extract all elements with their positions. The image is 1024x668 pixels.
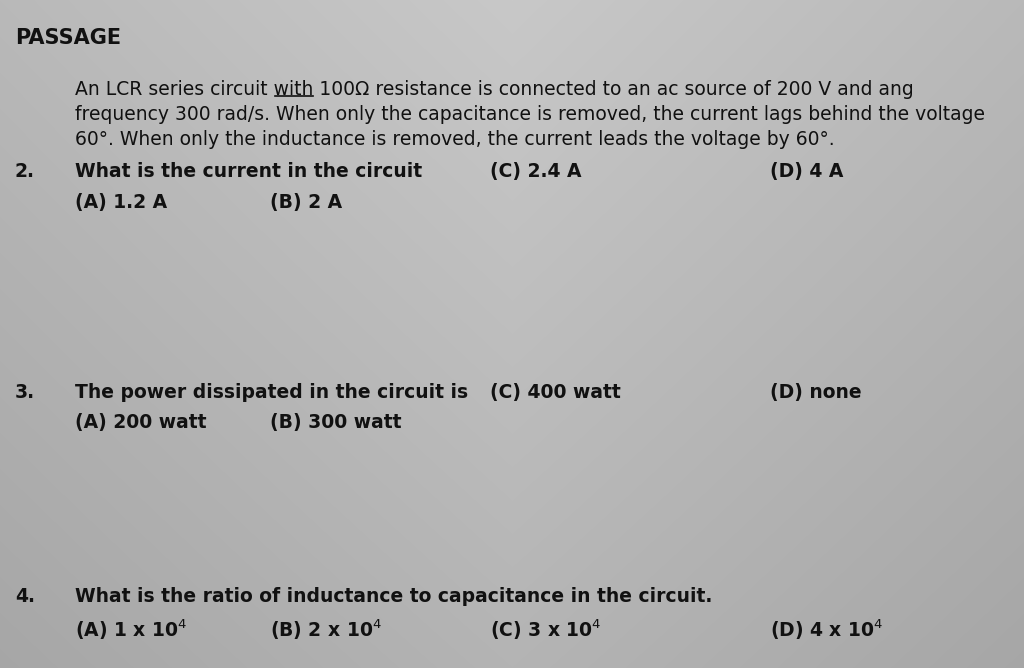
Text: The power dissipated in the circuit is: The power dissipated in the circuit is <box>75 383 468 402</box>
Text: (C) 400 watt: (C) 400 watt <box>490 383 621 402</box>
Text: 2.: 2. <box>15 162 35 181</box>
Text: (B) 300 watt: (B) 300 watt <box>270 413 401 432</box>
Text: (B) 2 A: (B) 2 A <box>270 193 342 212</box>
Text: (D) none: (D) none <box>770 383 861 402</box>
Text: (A) 1.2 A: (A) 1.2 A <box>75 193 167 212</box>
Text: (D) 4 x 10$^4$: (D) 4 x 10$^4$ <box>770 618 884 643</box>
Text: (C) 3 x 10$^4$: (C) 3 x 10$^4$ <box>490 618 601 643</box>
Text: (D) 4 A: (D) 4 A <box>770 162 844 181</box>
Text: What is the ratio of inductance to capacitance in the circuit.: What is the ratio of inductance to capac… <box>75 587 713 606</box>
Text: frequency 300 rad/s. When only the capacitance is removed, the current lags behi: frequency 300 rad/s. When only the capac… <box>75 105 985 124</box>
Text: PASSAGE: PASSAGE <box>15 28 121 48</box>
Text: An LCR series circuit with 100Ω resistance is connected to an ac source of 200 V: An LCR series circuit with 100Ω resistan… <box>75 80 913 99</box>
Text: (A) 200 watt: (A) 200 watt <box>75 413 207 432</box>
Text: 60°. When only the inductance is removed, the current leads the voltage by 60°.: 60°. When only the inductance is removed… <box>75 130 835 149</box>
Text: (C) 2.4 A: (C) 2.4 A <box>490 162 582 181</box>
Text: (B) 2 x 10$^4$: (B) 2 x 10$^4$ <box>270 618 382 643</box>
Text: What is the current in the circuit: What is the current in the circuit <box>75 162 422 181</box>
Text: 4.: 4. <box>15 587 35 606</box>
Text: (A) 1 x 10$^4$: (A) 1 x 10$^4$ <box>75 618 187 643</box>
Text: 3.: 3. <box>15 383 35 402</box>
